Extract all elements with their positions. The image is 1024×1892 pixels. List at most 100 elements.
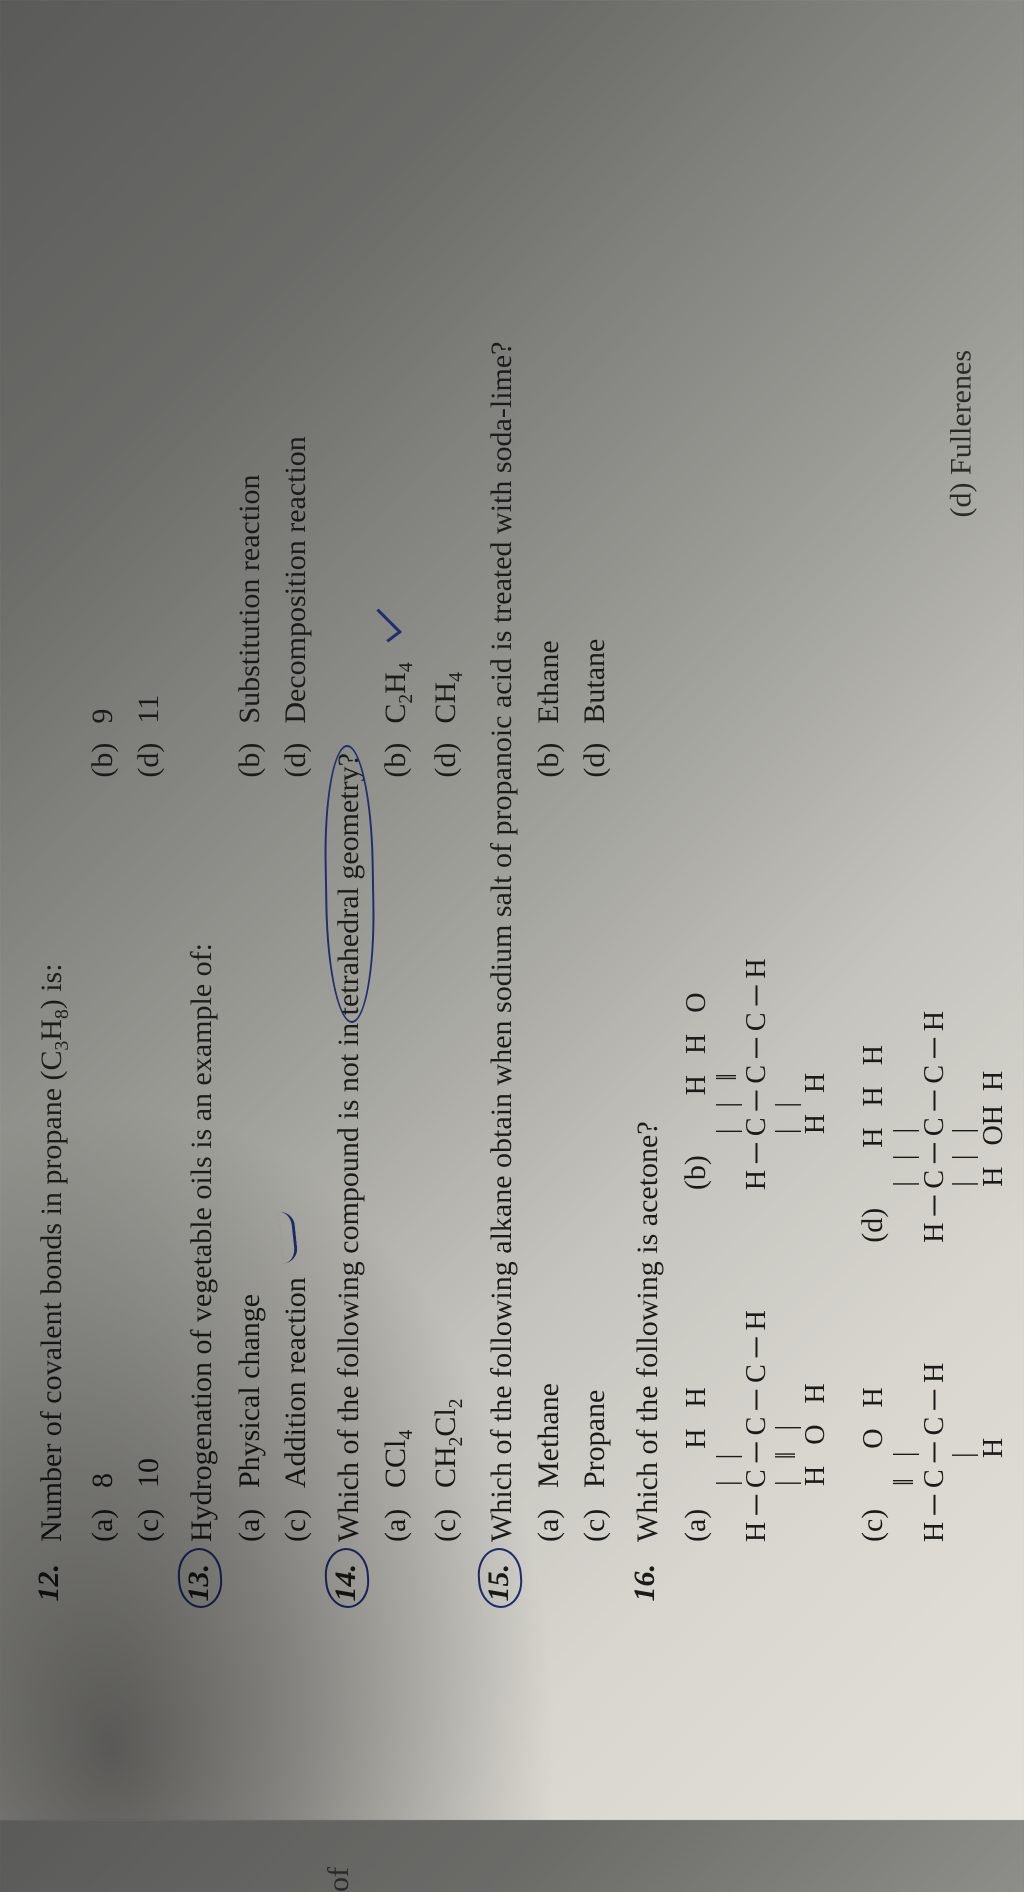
q14-opt-c: (c)CH2Cl2	[425, 778, 470, 1542]
pen-oval-tetrahedral: tetrahedral geometry?	[329, 753, 370, 1015]
q12-opt-c: (c) 10	[128, 778, 170, 1542]
q15-d-txt: Butane	[574, 639, 616, 724]
q14-a-txt: CCl	[379, 1440, 412, 1488]
q14-d-txt: CH	[429, 682, 462, 724]
q14-b-lab: (b)	[375, 732, 417, 778]
q13-opt-d: (d) Decomposition reaction	[275, 72, 317, 778]
qnum-12: 12.	[32, 1542, 66, 1632]
q13-stem: Hydrogenation of vegetable oils is an ex…	[182, 72, 223, 1542]
q12-stem: Number of covalent bonds in propane (C3H…	[32, 72, 76, 1542]
q14-a-sub: 4	[396, 1430, 417, 1440]
qnum-15: 15.	[482, 1542, 516, 1632]
q16-opt-d: (d) H H H | | | H ─ C ─ C ─ C ─ H | | | …	[856, 1011, 1008, 1243]
q13-a-lab: (a)	[229, 1496, 271, 1542]
q14-b-txt: C	[379, 704, 412, 724]
q13-opt-a: (a) Physical change	[229, 778, 271, 1542]
q16-b-lab: (b)	[679, 1155, 712, 1190]
q15-a-lab: (a)	[528, 1496, 570, 1542]
q12-sub2: 8	[52, 1009, 73, 1019]
q14-opt-d: (d) CH4	[425, 72, 470, 778]
q14-c-formula: CH2Cl2	[425, 1398, 470, 1488]
q15-opt-a: (a) Methane	[528, 778, 570, 1542]
q13-opt-b: (b) Substitution reaction	[229, 72, 271, 778]
question-13: 13. Hydrogenation of vegetable oils is a…	[182, 72, 321, 1632]
q15-b-txt: Ethane	[528, 640, 570, 723]
q14-c-txt2: Cl	[429, 1408, 462, 1436]
q12-c-txt: 10	[128, 1458, 170, 1488]
q16-d-struct: H H H | | | H ─ C ─ C ─ C ─ H | | | H OH…	[858, 1011, 1008, 1243]
q15-c-lab: (c)	[574, 1496, 616, 1542]
mcq-content: 12. Number of covalent bonds in propane …	[2, 12, 1024, 1812]
pen-mark-swoosh	[275, 1203, 297, 1263]
q12-sub1: 3	[52, 1041, 73, 1051]
qnum-16: 16.	[628, 1542, 662, 1632]
q15-a-txt: Methane	[528, 1383, 570, 1488]
q14-opt-a: (a) CCl4	[375, 778, 420, 1542]
q14-stem: Which of the following compound is not i…	[329, 72, 370, 1542]
q14-stem-oval: tetrahedral geometry?	[332, 753, 365, 1015]
q16-opt-c: (c) O H ‖ | H ─ C ─ C ─ H | H	[856, 1363, 1008, 1542]
q13-c-txt: Addition reaction	[275, 1277, 317, 1488]
q15-c-txt: Propane	[574, 1390, 616, 1488]
q16-row-cd: (c) O H ‖ | H ─ C ─ C ─ H | H (d) H H H …	[856, 72, 1008, 1542]
q15-opt-b: (b) Ethane	[528, 72, 570, 778]
q12-opt-a: (a) 8	[82, 778, 124, 1542]
q16-row-ab: (a) H H | | H ─ C ─ C ─ C ─ H | ‖ | H O …	[679, 72, 831, 1542]
q15-b-lab: (b)	[528, 732, 570, 778]
q12-opt-d: (d) 11	[128, 72, 170, 778]
margin-note-of: of	[322, 1867, 356, 1892]
qnum-14: 14.	[329, 1542, 363, 1632]
pen-tick-icon	[375, 606, 401, 646]
q13-d-lab: (d)	[275, 732, 317, 778]
q14-d-formula: CH4	[425, 672, 470, 723]
question-12: 12. Number of covalent bonds in propane …	[32, 72, 174, 1632]
q12-b-lab: (b)	[82, 732, 124, 778]
q14-c-sub2: 2	[446, 1398, 467, 1408]
q12-d-txt: 11	[128, 695, 170, 724]
q13-opt-c: (c) Addition reaction	[275, 778, 317, 1542]
q15-opt-d: (d) Butane	[574, 72, 616, 778]
q14-c-sub1: 2	[446, 1437, 467, 1447]
q12-b-txt: 9	[82, 709, 124, 724]
q16-a-lab: (a)	[679, 1509, 712, 1542]
q14-b-sub2: 4	[396, 662, 417, 672]
q16-opt-b: (b) H H O | | ‖ H ─ C ─ C ─ C ─ H | | H …	[679, 958, 831, 1190]
q13-d-txt: Decomposition reaction	[275, 436, 317, 723]
q12-stem-a: Number of covalent bonds in propane (C	[35, 1050, 68, 1542]
q15-stem: Which of the following alkane obtain whe…	[482, 72, 523, 1542]
q13-a-txt: Physical change	[229, 1294, 271, 1488]
question-16: 16. Which of the following is acetone? (…	[628, 72, 1008, 1632]
q14-d-sub: 4	[446, 672, 467, 682]
q14-b-txt2: H	[379, 672, 412, 694]
q16-opt-a: (a) H H | | H ─ C ─ C ─ C ─ H | ‖ | H O …	[679, 1310, 831, 1542]
q13-b-lab: (b)	[229, 732, 271, 778]
question-15: 15. Which of the following alkane obtain…	[482, 72, 621, 1632]
q12-a-txt: 8	[82, 1473, 124, 1488]
q14-a-lab: (a)	[375, 1496, 417, 1542]
question-14: 14. Which of the following compound is n…	[329, 72, 474, 1632]
q12-a-lab: (a)	[82, 1496, 124, 1542]
q14-c-lab: (c)	[425, 1496, 467, 1542]
q16-d-lab: (d)	[856, 1208, 889, 1243]
q14-b-sub1: 2	[396, 694, 417, 704]
q15-opt-c: (c) Propane	[574, 778, 616, 1542]
q14-b-formula: C2H4	[375, 662, 420, 723]
q13-b-txt: Substitution reaction	[229, 474, 271, 723]
q14-stem-a: Which of the following compound is not i…	[332, 1015, 365, 1542]
q16-c-lab: (c)	[856, 1509, 889, 1542]
q12-stem-c: ) is:	[35, 963, 68, 1009]
q14-opt-b: (b) C2H4	[375, 72, 420, 778]
q16-a-struct: H H | | H ─ C ─ C ─ C ─ H | ‖ | H O H	[681, 1310, 831, 1542]
q12-stem-b: H	[35, 1019, 68, 1041]
q13-c-lab: (c)	[275, 1496, 317, 1542]
q16-stem: Which of the following is acetone?	[628, 72, 669, 1542]
q12-d-lab: (d)	[128, 732, 170, 778]
q14-a-formula: CCl4	[375, 1430, 420, 1488]
qnum-13: 13.	[182, 1542, 216, 1632]
q12-c-lab: (c)	[128, 1496, 170, 1542]
q14-c-txt: CH	[429, 1446, 462, 1488]
prev-question-opt-d: (d) Fullerenes	[944, 350, 978, 517]
q15-d-lab: (d)	[574, 732, 616, 778]
q12-opt-b: (b) 9	[82, 72, 124, 778]
q14-d-lab: (d)	[425, 732, 467, 778]
